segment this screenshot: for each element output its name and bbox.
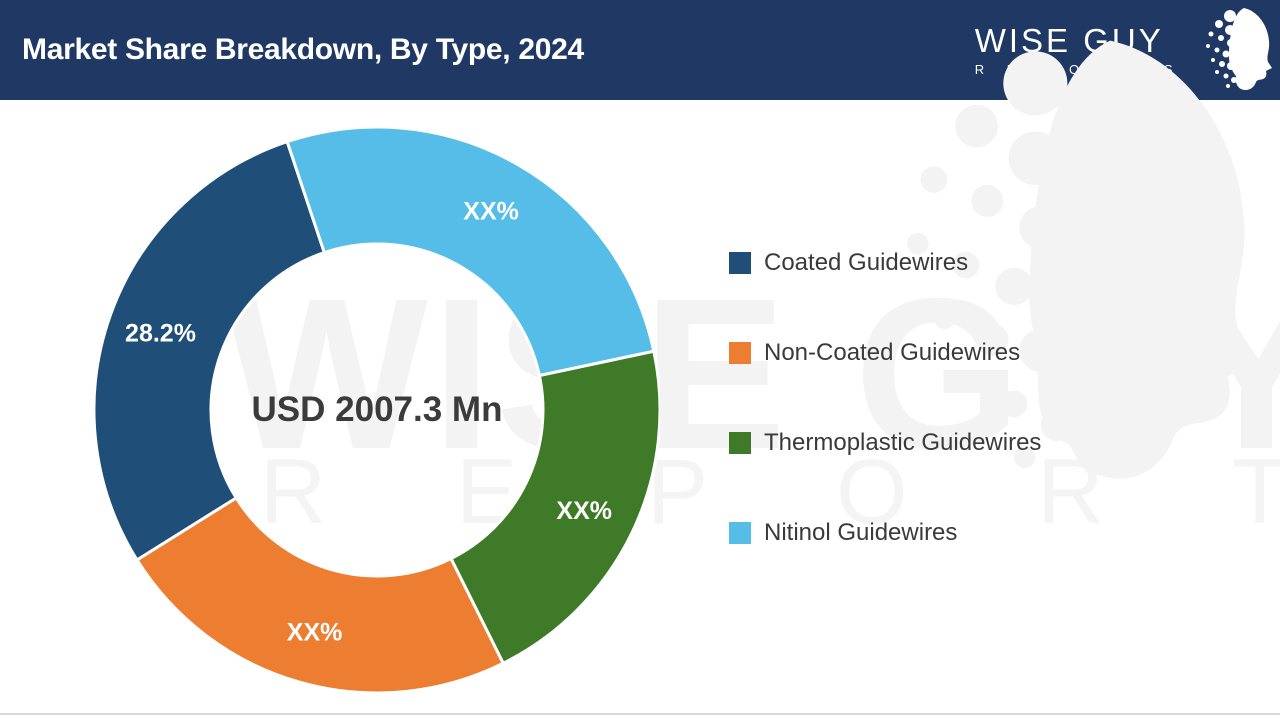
legend-label-thermoplastic: Thermoplastic Guidewires [764,429,1042,456]
segment-value-label: XX% [463,197,519,225]
segment-value-label: 28.2% [125,319,196,347]
brand-logo-text: WISE GUY R E P O R T S [975,24,1182,77]
legend-item-non-coated: Non-Coated Guidewires [729,339,1041,366]
legend-swatch-thermoplastic [729,432,751,454]
footer-divider [0,713,1280,715]
donut-chart-svg: 28.2% XX% XX% XX% [92,125,662,695]
legend-swatch-coated [729,252,751,274]
chart-legend: Coated Guidewires Non-Coated Guidewires … [729,249,1042,610]
brand-face-icon [1206,8,1272,91]
brand-subtitle: R E P O R T S [974,61,1182,77]
legend-item-thermoplastic: Thermoplastic Guidewires [729,429,1042,456]
segment-value-label: XX% [287,618,343,646]
brand-logo: WISE GUY R E P O R T S [975,8,1272,92]
donut-center-value: USD 2007.3 Mn [251,390,503,429]
header: Market Share Breakdown, By Type, 2024 WI… [0,0,1280,100]
legend-label-coated: Coated Guidewires [764,249,969,276]
legend-swatch-non-coated [729,342,751,364]
segment-value-label: XX% [556,497,612,525]
donut-segment-coated-guidewires [92,140,326,562]
donut-segment-non-coated-guidewires [135,496,505,695]
legend-item-nitinol: Nitinol Guidewires [729,519,1041,546]
page-title: Market Share Breakdown, By Type, 2024 [22,33,584,66]
legend-label-non-coated: Non-Coated Guidewires [764,339,1021,366]
legend-swatch-nitinol [729,522,751,544]
legend-item-coated: Coated Guidewires [729,249,1041,276]
donut-chart: 28.2% XX% XX% XX% [92,125,662,695]
donut-segment-nitinol-guidewires [285,125,656,377]
donut-segment-thermoplastic-guidewires [449,349,662,665]
brand-name: WISE GUY [974,21,1164,59]
legend-label-nitinol: Nitinol Guidewires [764,519,958,546]
